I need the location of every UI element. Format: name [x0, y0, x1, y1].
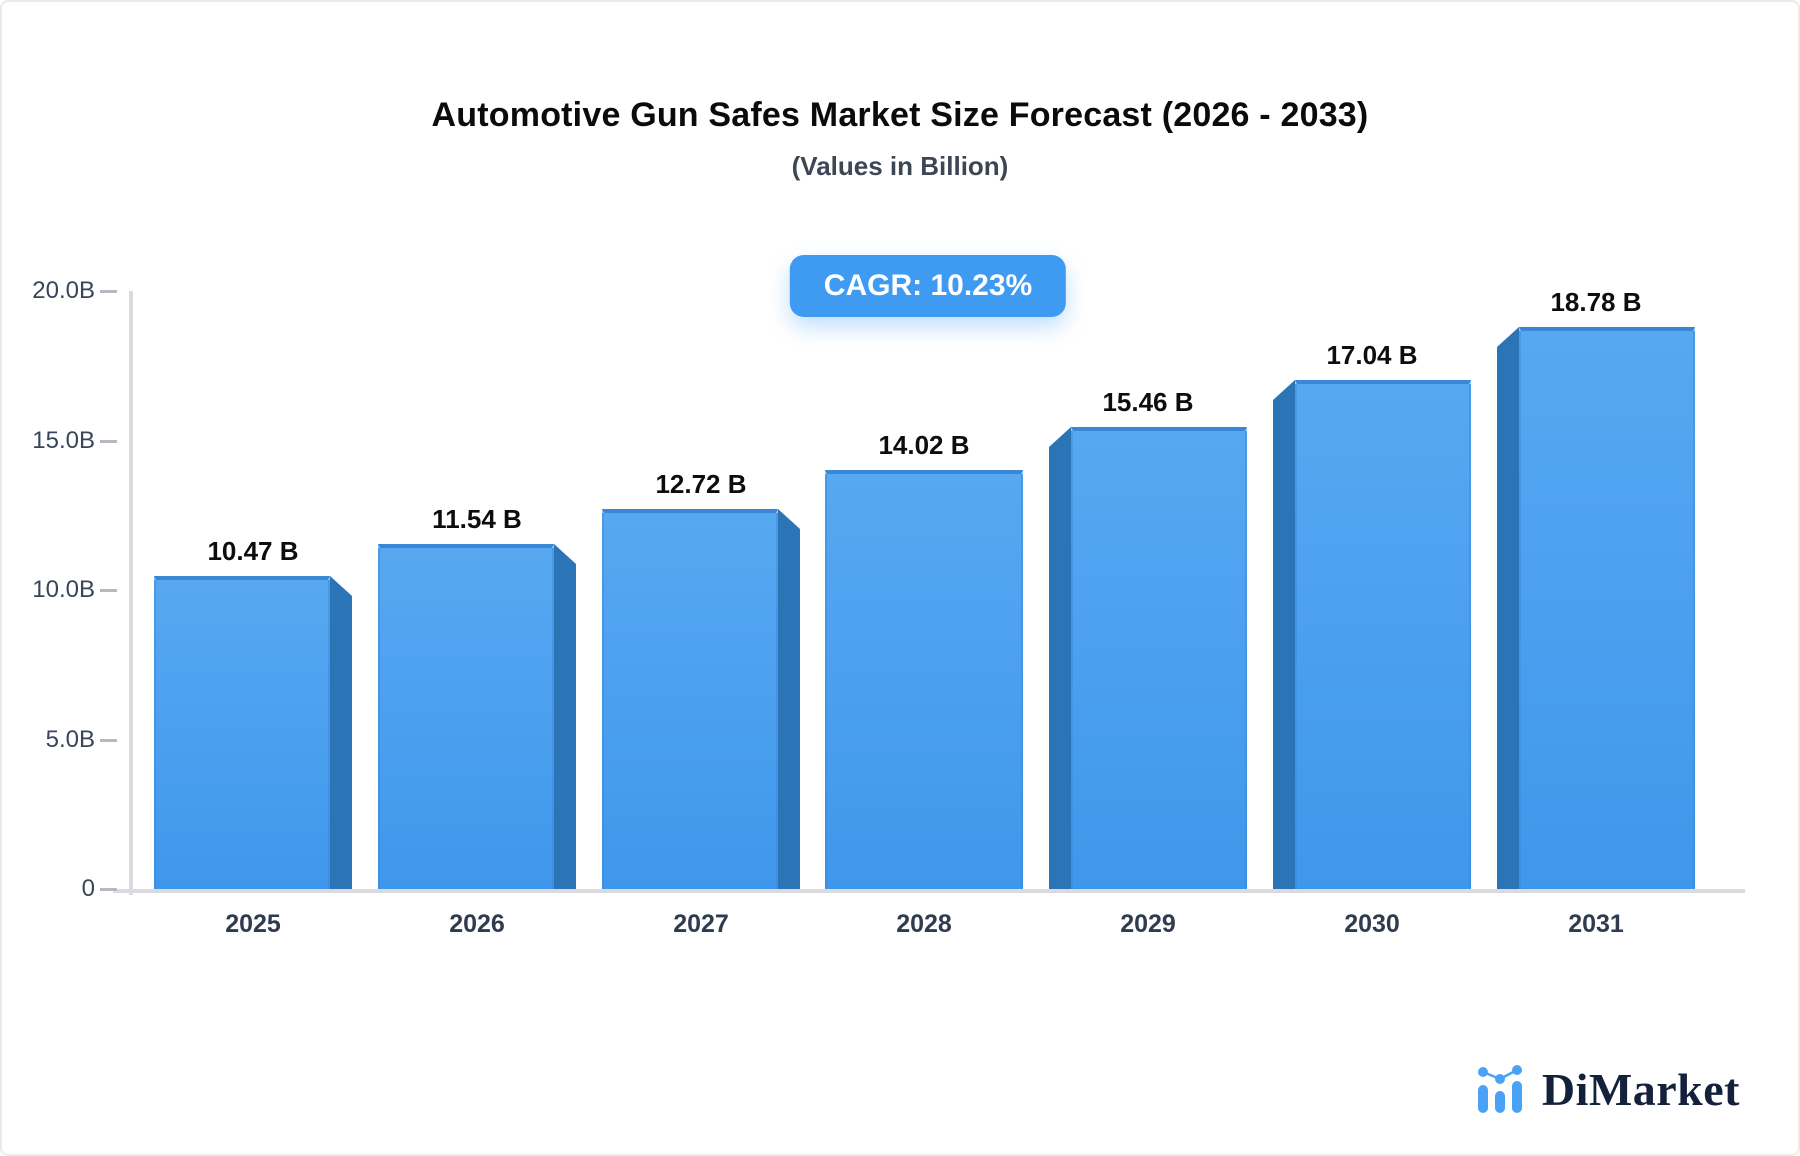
x-axis-label-2027: 2027: [673, 910, 729, 938]
bar-side-face: [1273, 380, 1295, 889]
y-axis-tick-label: 20.0B: [32, 277, 95, 304]
bar-side-face: [1497, 327, 1519, 889]
x-axis-label-2026: 2026: [449, 910, 505, 938]
bar-side-face: [1049, 427, 1071, 889]
chart-subtitle: (Values in Billion): [791, 151, 1009, 181]
bar-value-label: 14.02 B: [878, 430, 970, 460]
x-axis-line: [113, 889, 1745, 893]
x-axis-label-2029: 2029: [1120, 910, 1176, 938]
bar-2029: 15.46 B: [1049, 387, 1247, 889]
bar-front-face: [154, 576, 330, 889]
bar-value-label: 11.54 B: [432, 504, 522, 534]
brand-logo: DiMarket: [1476, 1063, 1740, 1116]
x-axis-label-2031: 2031: [1568, 910, 1624, 938]
y-axis-tick-label: 0: [81, 875, 95, 902]
bar-front-face: [1519, 327, 1695, 889]
y-axis-tick-mark: [100, 589, 117, 592]
y-axis-tick-mark: [100, 439, 117, 443]
y-axis-tick-label: 10.0B: [32, 576, 95, 603]
y-axis-tick-mark: [100, 290, 117, 293]
cagr-badge: CAGR: 10.23%: [789, 255, 1067, 317]
bar-value-label: 18.78 B: [1550, 287, 1642, 317]
bar-2031: 18.78 B: [1497, 287, 1695, 889]
bar-front-face: [1295, 380, 1471, 889]
bar-2025: 10.47 B: [154, 536, 352, 889]
y-axis-tick-label: 15.0B: [32, 426, 95, 454]
bar-2026: 11.54 B: [378, 504, 576, 889]
bar-chart-logo-icon: [1477, 1064, 1522, 1113]
x-axis-label-2025: 2025: [225, 910, 281, 938]
bar-front-face: [825, 470, 1023, 889]
y-axis-tick-label: 5.0B: [45, 725, 95, 753]
y-axis-tick-mark: [100, 738, 117, 742]
bar-value-label: 10.47 B: [207, 536, 299, 566]
bar-side-face: [330, 576, 352, 889]
chart-title: Automotive Gun Safes Market Size Forecas…: [431, 96, 1369, 134]
y-axis-tick-mark: [100, 888, 117, 891]
bar-2027: 12.72 B: [602, 469, 800, 889]
bar-2030: 17.04 B: [1273, 340, 1471, 889]
x-axis-label-2030: 2030: [1344, 910, 1400, 938]
bar-side-face: [554, 544, 576, 889]
bar-front-face: [1071, 427, 1247, 889]
bar-front-face: [602, 509, 778, 889]
x-axis-label-2028: 2028: [896, 910, 952, 938]
bar-value-label: 17.04 B: [1326, 340, 1418, 370]
bar-side-face: [778, 509, 800, 889]
brand-name: DiMarket: [1541, 1064, 1740, 1115]
y-axis-line: [129, 291, 133, 895]
bar-front-face: [378, 544, 554, 889]
bar-2028: 14.02 B: [825, 430, 1023, 889]
bar-value-label: 15.46 B: [1102, 387, 1194, 417]
bar-value-label: 12.72 B: [655, 469, 747, 499]
